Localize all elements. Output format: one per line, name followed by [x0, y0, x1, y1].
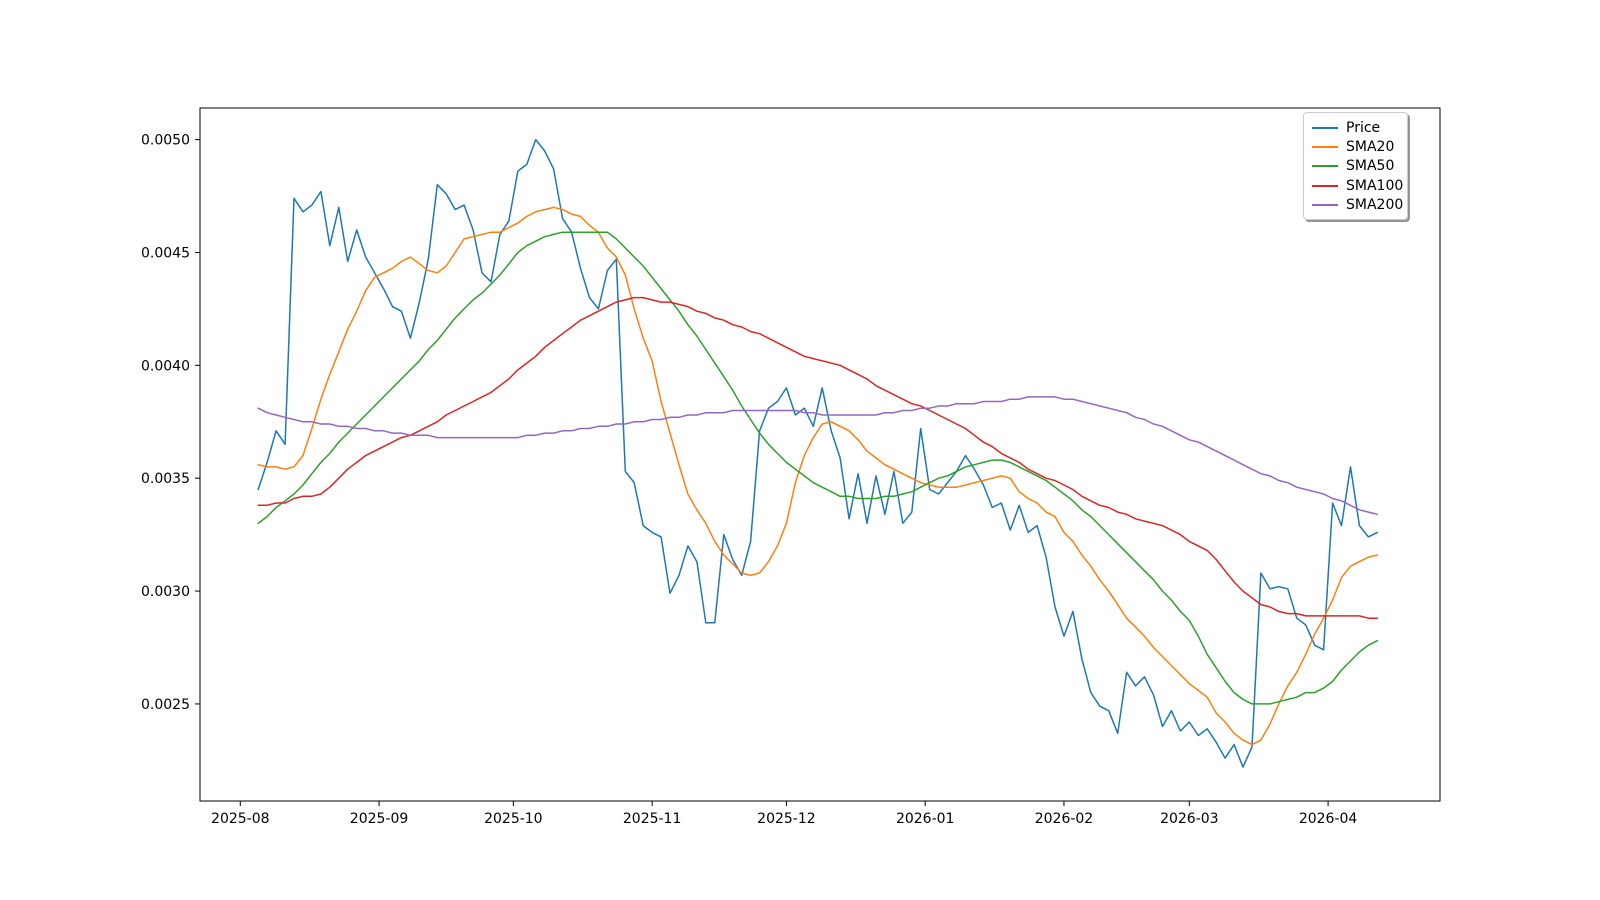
- series-line-sma20: [257, 206, 1379, 746]
- sma20-line-swatch: [1312, 146, 1338, 149]
- legend-label: Price: [1346, 119, 1381, 136]
- x-tick-label: 2025-10: [484, 811, 543, 827]
- legend-item-sma200: SMA200: [1312, 196, 1403, 215]
- y-tick-label: 0.0035: [141, 471, 190, 487]
- legend-label: SMA50: [1346, 158, 1395, 175]
- series-line-price: [257, 138, 1379, 768]
- x-tick-label: 2026-02: [1035, 811, 1094, 827]
- series-line-sma200: [257, 396, 1379, 516]
- y-tick-label: 0.0050: [141, 133, 190, 149]
- legend-label: SMA20: [1346, 139, 1395, 156]
- legend-label: SMA100: [1346, 177, 1404, 194]
- price-line-swatch: [1312, 126, 1338, 129]
- series-line-sma50: [257, 231, 1379, 705]
- legend-item-sma50: SMA50: [1312, 157, 1399, 176]
- x-tick-label: 2026-04: [1299, 811, 1358, 827]
- y-tick-label: 0.0040: [141, 358, 190, 374]
- x-tick-label: 2025-09: [350, 811, 409, 827]
- sma50-line-swatch: [1312, 165, 1338, 168]
- series-line-sma100: [257, 296, 1379, 619]
- legend-label: SMA200: [1346, 197, 1404, 214]
- x-tick-label: 2025-11: [623, 811, 682, 827]
- plot-border: [199, 107, 1441, 802]
- y-tick-label: 0.0030: [141, 584, 190, 600]
- legend: Price SMA20 SMA50 SMA100 SMA200: [1303, 112, 1408, 220]
- x-tick-label: 2026-01: [896, 811, 955, 827]
- legend-item-sma100: SMA100: [1312, 176, 1403, 195]
- sma200-line-swatch: [1312, 204, 1338, 207]
- x-tick-label: 2025-12: [757, 811, 816, 827]
- y-tick-label: 0.0025: [141, 697, 190, 713]
- x-tick-label: 2025-08: [211, 811, 270, 827]
- legend-item-sma20: SMA20: [1312, 137, 1399, 156]
- x-tick-label: 2026-03: [1160, 811, 1219, 827]
- y-tick-label: 0.0045: [141, 245, 190, 261]
- legend-item-price: Price: [1312, 118, 1399, 137]
- sma100-line-swatch: [1312, 184, 1338, 187]
